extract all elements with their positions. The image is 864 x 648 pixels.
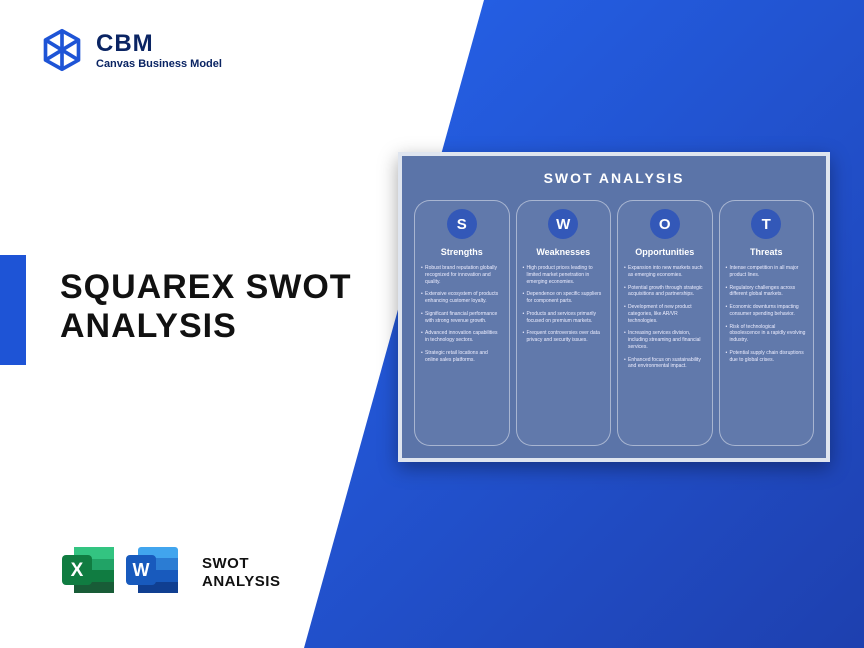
swot-columns: S Strengths Robust brand reputation global… xyxy=(414,200,814,446)
swot-item: Enhanced focus on sustainability and env… xyxy=(624,357,706,371)
swot-items: Robust brand reputation globally recogni… xyxy=(421,265,503,369)
swot-column-label: Strengths xyxy=(441,247,483,257)
swot-item: Development of new product categories, l… xyxy=(624,304,706,324)
svg-text:W: W xyxy=(133,560,150,580)
swot-column-s: S Strengths Robust brand reputation global… xyxy=(414,200,510,446)
swot-column-label: Weaknesses xyxy=(536,247,590,257)
brand-logo: CBM Canvas Business Model xyxy=(40,28,222,72)
swot-column-label: Opportunities xyxy=(635,247,694,257)
swot-item: Potential growth through strategic acqui… xyxy=(624,285,706,299)
swot-item: Regulatory challenges across different g… xyxy=(726,285,808,299)
swot-item: Expansion into new markets such as emerg… xyxy=(624,265,706,279)
swot-item: Extensive ecosystem of products enhancin… xyxy=(421,291,503,305)
brand-name: CBM xyxy=(96,30,222,58)
swot-item: Dependence on specific suppliers for com… xyxy=(523,291,605,305)
swot-letter: W xyxy=(548,209,578,239)
swot-item: Increasing services division, including … xyxy=(624,330,706,350)
word-icon: W xyxy=(124,541,182,604)
swot-column-t: T Threats Intense competition in all major… xyxy=(719,200,815,446)
swot-item: Risk of technological obsolescence in a … xyxy=(726,324,808,344)
swot-column-label: Threats xyxy=(750,247,783,257)
page-title: SQUAREX SWOT ANALYSIS xyxy=(60,268,352,346)
file-badges: X W SWOT ANALYSIS xyxy=(60,541,280,604)
swot-letter: T xyxy=(751,209,781,239)
swot-letter: S xyxy=(447,209,477,239)
badge-label-line-2: ANALYSIS xyxy=(202,573,280,590)
svg-text:X: X xyxy=(71,560,84,581)
swot-item: Robust brand reputation globally recogni… xyxy=(421,265,503,285)
swot-column-w: W Weaknesses High product prices leading t… xyxy=(516,200,612,446)
swot-item: Strategic retail locations and online sa… xyxy=(421,350,503,364)
swot-item: Products and services primarily focused … xyxy=(523,311,605,325)
swot-heading: SWOT ANALYSIS xyxy=(414,170,814,186)
swot-item: High product prices leading to limited m… xyxy=(523,265,605,285)
swot-item: Potential supply chain disruptions due t… xyxy=(726,350,808,364)
swot-items: Expansion into new markets such as emerg… xyxy=(624,265,706,376)
swot-letter: O xyxy=(650,209,680,239)
accent-bar xyxy=(0,255,26,365)
badge-label: SWOT ANALYSIS xyxy=(202,555,280,590)
title-line-2: ANALYSIS xyxy=(60,307,352,346)
brand-subtitle: Canvas Business Model xyxy=(96,58,222,70)
swot-card: SWOT ANALYSIS S Strengths Robust brand rep… xyxy=(398,152,830,462)
title-line-1: SQUAREX SWOT xyxy=(60,268,352,307)
swot-item: Frequent controversies over data privacy… xyxy=(523,330,605,344)
logo-icon xyxy=(40,28,84,72)
badge-label-line-1: SWOT xyxy=(202,555,280,572)
excel-icon: X xyxy=(60,541,118,604)
swot-column-o: O Opportunities Expansion into new markets… xyxy=(617,200,713,446)
swot-item: Significant financial performance with s… xyxy=(421,311,503,325)
swot-items: Intense competition in all major product… xyxy=(726,265,808,369)
swot-item: Advanced innovation capabilities in tech… xyxy=(421,330,503,344)
swot-item: Intense competition in all major product… xyxy=(726,265,808,279)
swot-items: High product prices leading to limited m… xyxy=(523,265,605,350)
swot-item: Economic downturns impacting consumer sp… xyxy=(726,304,808,318)
